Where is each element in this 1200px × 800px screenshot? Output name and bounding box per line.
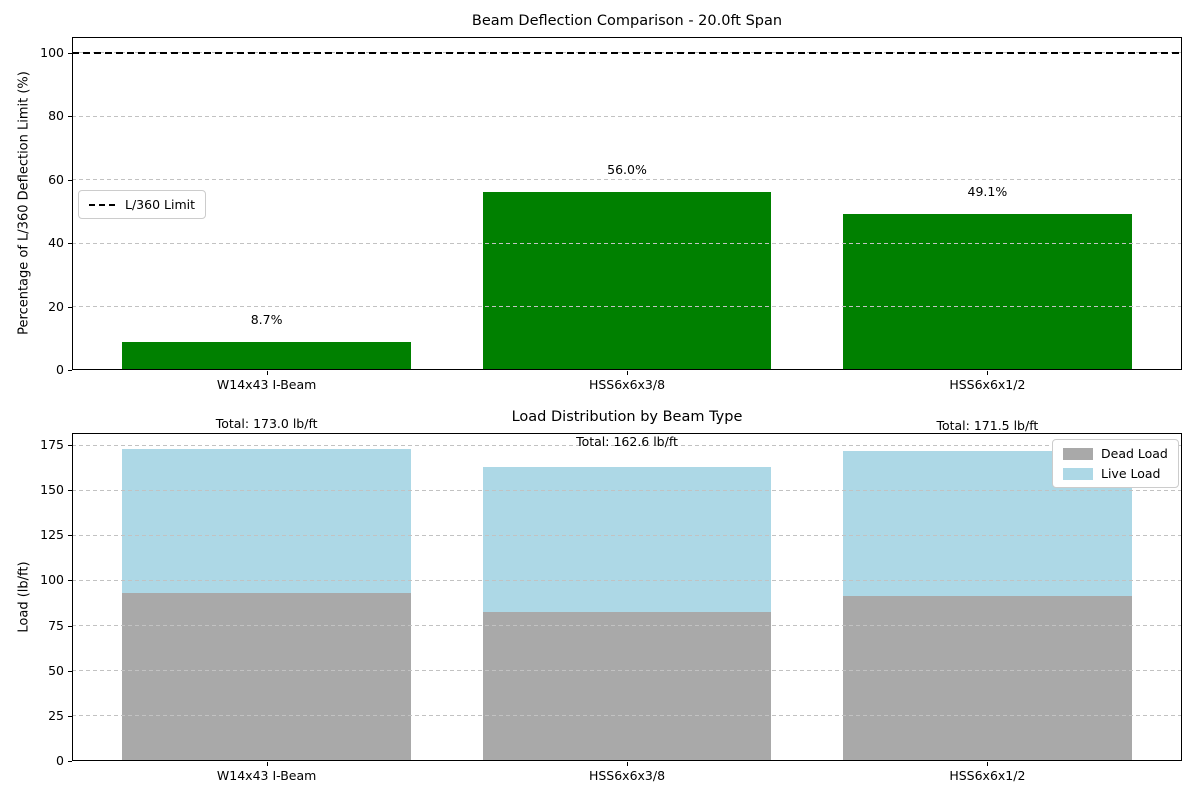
grid-line [72, 489, 1182, 491]
y-tick-label: 80 [48, 108, 64, 124]
bar-value-label: 56.0% [607, 162, 647, 178]
y-tick-mark [68, 490, 72, 492]
grid-line [72, 579, 1182, 581]
x-tick-label: W14x43 I-Beam [216, 377, 317, 392]
deflection-bar [482, 192, 772, 370]
legend-label: Dead Load [1101, 446, 1168, 461]
chart-title: Load Distribution by Beam Type [511, 409, 743, 425]
x-tick-mark [987, 762, 989, 766]
y-tick-mark [68, 445, 72, 446]
dead-load-swatch [1063, 447, 1093, 460]
reference-line [72, 51, 1182, 54]
total-annotation: Total: 162.6 lb/ft [576, 434, 678, 450]
y-tick-label: 125 [40, 527, 64, 543]
y-tick-label: 40 [48, 235, 64, 251]
legend: Dead Load Live Load [1052, 439, 1179, 488]
legend-item: Dead Load [1063, 446, 1168, 461]
y-tick-label: 60 [48, 171, 64, 187]
total-annotation: Total: 171.5 lb/ft [936, 418, 1039, 434]
bar-segment-dead-load [482, 611, 772, 761]
y-tick-mark [68, 306, 72, 308]
legend-label: Live Load [1101, 466, 1161, 481]
x-tick-label: HSS6x6x3/8 [588, 377, 666, 392]
y-tick-label: 25 [48, 707, 64, 723]
grid-line [72, 670, 1182, 672]
bar-segment-dead-load [122, 593, 411, 761]
y-tick-mark [68, 370, 72, 371]
legend: L/360 Limit [78, 190, 206, 219]
bar-segment-live-load [482, 467, 772, 612]
y-tick-label: 150 [40, 482, 64, 498]
x-tick-label: HSS6x6x3/8 [588, 768, 666, 783]
y-tick-mark [68, 535, 72, 537]
y-tick-label: 175 [40, 437, 64, 452]
y-tick-label: 0 [56, 362, 64, 377]
grid-line [72, 444, 1182, 446]
y-tick-mark [68, 179, 72, 181]
legend-item: L/360 Limit [89, 197, 195, 212]
legend-label: L/360 Limit [125, 197, 195, 212]
grid-line [72, 179, 1182, 181]
grid-line [72, 306, 1182, 308]
y-tick-mark [68, 670, 72, 672]
y-tick-label: 50 [48, 662, 64, 678]
x-tick-label: HSS6x6x1/2 [949, 377, 1026, 392]
grid-line [72, 242, 1182, 244]
y-tick-mark [68, 52, 72, 54]
deflection-bar [843, 214, 1132, 370]
y-tick-mark [68, 580, 72, 582]
x-tick-mark [266, 762, 268, 766]
chart-title: Beam Deflection Comparison - 20.0ft Span [471, 13, 783, 29]
x-tick-mark [627, 762, 628, 766]
x-tick-mark [266, 371, 268, 375]
live-load-swatch [1063, 467, 1093, 480]
bar-value-label: 49.1% [967, 184, 1008, 200]
x-tick-label: HSS6x6x1/2 [949, 768, 1026, 783]
y-tick-label: 20 [48, 298, 64, 314]
y-tick-label: 100 [40, 44, 64, 60]
grid-line [72, 534, 1182, 536]
bar-segment-live-load [122, 448, 411, 594]
y-tick-mark [68, 761, 72, 762]
grid-line [72, 715, 1182, 717]
bar-segment-dead-load [843, 595, 1132, 761]
y-tick-label: 0 [56, 753, 64, 768]
x-tick-mark [627, 371, 628, 375]
grid-line [72, 115, 1182, 117]
y-tick-label: 75 [48, 617, 64, 633]
x-tick-mark [987, 371, 989, 375]
y-tick-mark [68, 625, 72, 627]
y-tick-label: 100 [40, 572, 64, 588]
x-tick-label: W14x43 I-Beam [216, 768, 317, 783]
y-tick-mark [68, 116, 72, 118]
legend-item: Live Load [1063, 466, 1168, 481]
deflection-bar [122, 342, 411, 370]
bar-value-label: 8.7% [250, 312, 283, 328]
grid-line [72, 625, 1182, 627]
total-annotation: Total: 173.0 lb/ft [215, 415, 318, 431]
y-tick-mark [68, 243, 72, 245]
y-tick-mark [68, 715, 72, 717]
dashed-line-swatch [89, 203, 117, 206]
